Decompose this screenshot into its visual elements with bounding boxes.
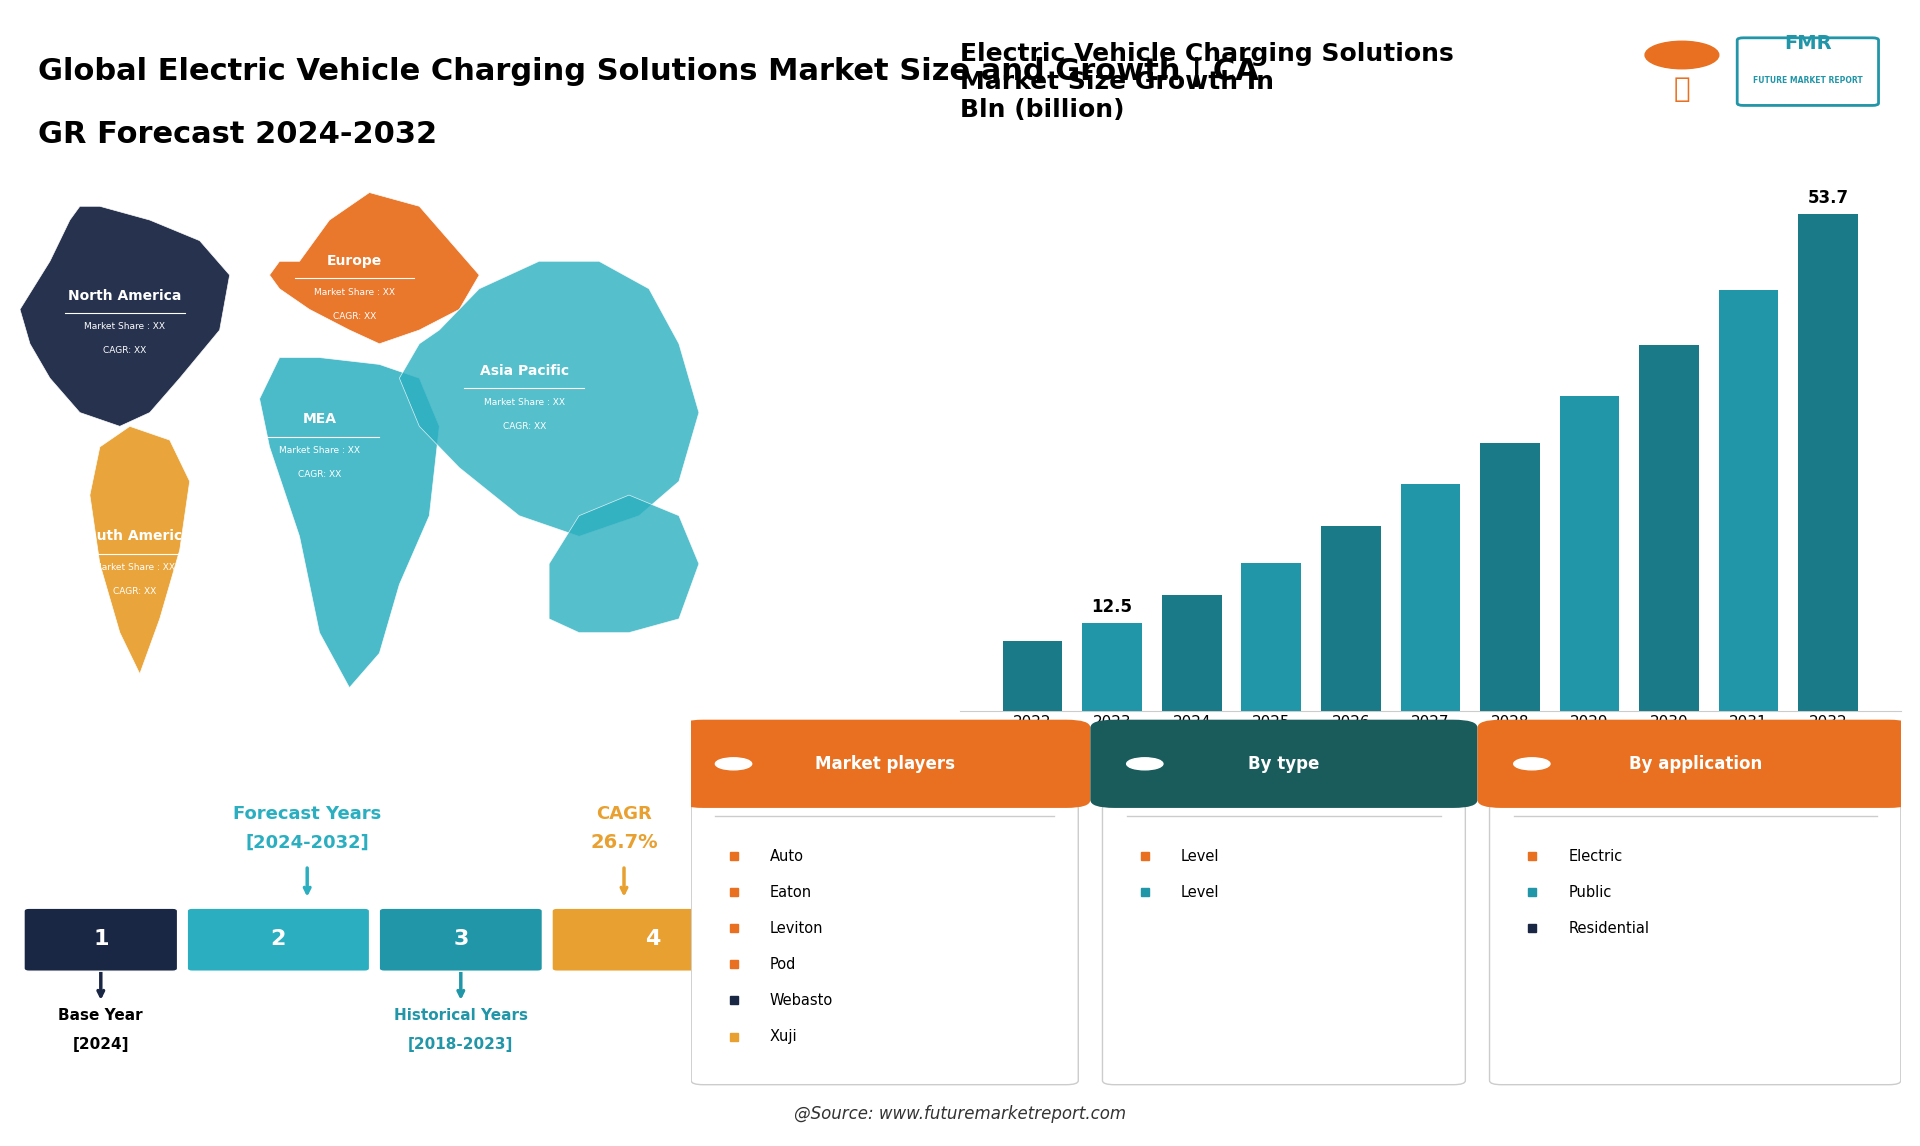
Text: FMR: FMR bbox=[1784, 34, 1832, 53]
Bar bbox=[1242, 563, 1302, 711]
Text: Forecast Years: Forecast Years bbox=[232, 806, 382, 823]
Text: [2024]: [2024] bbox=[73, 1037, 129, 1052]
Text: CAGR: CAGR bbox=[595, 806, 653, 823]
FancyBboxPatch shape bbox=[553, 908, 753, 971]
FancyBboxPatch shape bbox=[186, 908, 369, 971]
Text: Market Share : XX: Market Share : XX bbox=[315, 288, 396, 297]
FancyBboxPatch shape bbox=[380, 908, 543, 971]
Polygon shape bbox=[259, 358, 440, 688]
Text: 26.7%: 26.7% bbox=[589, 833, 659, 851]
Text: 🏃: 🏃 bbox=[1674, 76, 1690, 103]
Text: CAGR: XX: CAGR: XX bbox=[332, 312, 376, 321]
Text: 2: 2 bbox=[271, 928, 286, 949]
Text: Webasto: Webasto bbox=[770, 992, 833, 1008]
FancyBboxPatch shape bbox=[1490, 804, 1901, 1084]
Text: Market Share : XX: Market Share : XX bbox=[84, 322, 165, 331]
Text: Historical Years: Historical Years bbox=[394, 1008, 528, 1023]
Text: 12.5: 12.5 bbox=[1092, 597, 1133, 615]
Circle shape bbox=[716, 758, 751, 770]
Circle shape bbox=[1127, 758, 1164, 770]
FancyBboxPatch shape bbox=[1091, 720, 1476, 808]
Text: Market Share : XX: Market Share : XX bbox=[484, 398, 564, 407]
Circle shape bbox=[1513, 758, 1549, 770]
Text: Market Share : XX: Market Share : XX bbox=[94, 563, 175, 572]
FancyBboxPatch shape bbox=[23, 908, 179, 971]
Circle shape bbox=[1645, 41, 1718, 69]
Bar bbox=[1480, 442, 1540, 711]
Text: Leviton: Leviton bbox=[770, 920, 824, 936]
Text: Market players: Market players bbox=[814, 755, 954, 772]
Text: By application: By application bbox=[1628, 755, 1763, 772]
Polygon shape bbox=[90, 426, 190, 674]
Text: Asia Pacific: Asia Pacific bbox=[480, 364, 568, 378]
Text: By type: By type bbox=[1248, 755, 1319, 772]
Polygon shape bbox=[269, 193, 480, 344]
Text: Auto: Auto bbox=[770, 848, 804, 864]
FancyBboxPatch shape bbox=[680, 720, 1091, 808]
Polygon shape bbox=[399, 261, 699, 536]
FancyBboxPatch shape bbox=[691, 804, 1079, 1084]
Bar bbox=[1162, 595, 1221, 711]
Bar bbox=[1799, 214, 1859, 711]
Circle shape bbox=[1517, 759, 1546, 769]
Polygon shape bbox=[19, 206, 230, 426]
Circle shape bbox=[718, 759, 749, 769]
Text: Pod: Pod bbox=[770, 957, 797, 972]
Text: Level: Level bbox=[1181, 885, 1219, 900]
Text: CAGR: XX: CAGR: XX bbox=[104, 346, 146, 355]
Text: CAGR: XX: CAGR: XX bbox=[113, 587, 156, 596]
Text: Base Year: Base Year bbox=[58, 1008, 144, 1023]
Text: CAGR: XX: CAGR: XX bbox=[298, 470, 342, 479]
Circle shape bbox=[1131, 759, 1160, 769]
Text: Market Share : XX: Market Share : XX bbox=[278, 446, 359, 455]
FancyBboxPatch shape bbox=[1102, 804, 1465, 1084]
Text: 3: 3 bbox=[453, 928, 468, 949]
Text: [2018-2023]: [2018-2023] bbox=[409, 1037, 513, 1052]
Text: CAGR: XX: CAGR: XX bbox=[503, 422, 545, 431]
Text: 4: 4 bbox=[645, 928, 660, 949]
Bar bbox=[1002, 642, 1062, 711]
Text: Europe: Europe bbox=[326, 254, 382, 268]
FancyBboxPatch shape bbox=[1478, 720, 1912, 808]
Text: MEA: MEA bbox=[303, 413, 336, 426]
Text: Xuji: Xuji bbox=[770, 1029, 797, 1044]
Text: GR Forecast 2024-2032: GR Forecast 2024-2032 bbox=[38, 120, 438, 149]
Text: South America: South America bbox=[77, 529, 192, 543]
Text: Residential: Residential bbox=[1569, 920, 1649, 936]
Text: Global Electric Vehicle Charging Solutions Market Size and Growth | CA: Global Electric Vehicle Charging Solutio… bbox=[38, 57, 1260, 87]
Polygon shape bbox=[549, 495, 699, 633]
Text: 53.7: 53.7 bbox=[1807, 189, 1849, 207]
Text: Electric Vehicle Charging Solutions
Market Size Growth In
Bln (billion): Electric Vehicle Charging Solutions Mark… bbox=[960, 42, 1453, 121]
Text: Level: Level bbox=[1181, 848, 1219, 864]
Bar bbox=[1083, 622, 1142, 711]
Text: FUTURE MARKET REPORT: FUTURE MARKET REPORT bbox=[1753, 76, 1862, 85]
Text: Eaton: Eaton bbox=[770, 885, 812, 900]
Text: @Source: www.futuremarketreport.com: @Source: www.futuremarketreport.com bbox=[795, 1105, 1125, 1123]
Bar bbox=[1400, 484, 1461, 711]
FancyBboxPatch shape bbox=[1738, 38, 1878, 105]
Text: [2024-2032]: [2024-2032] bbox=[246, 834, 369, 851]
Bar bbox=[1718, 290, 1778, 711]
Bar bbox=[1559, 397, 1619, 711]
Bar bbox=[1321, 526, 1380, 711]
Text: Electric: Electric bbox=[1569, 848, 1622, 864]
Bar bbox=[1640, 345, 1699, 711]
Text: North America: North America bbox=[67, 289, 182, 303]
Text: Public: Public bbox=[1569, 885, 1611, 900]
Text: 1: 1 bbox=[92, 928, 109, 949]
